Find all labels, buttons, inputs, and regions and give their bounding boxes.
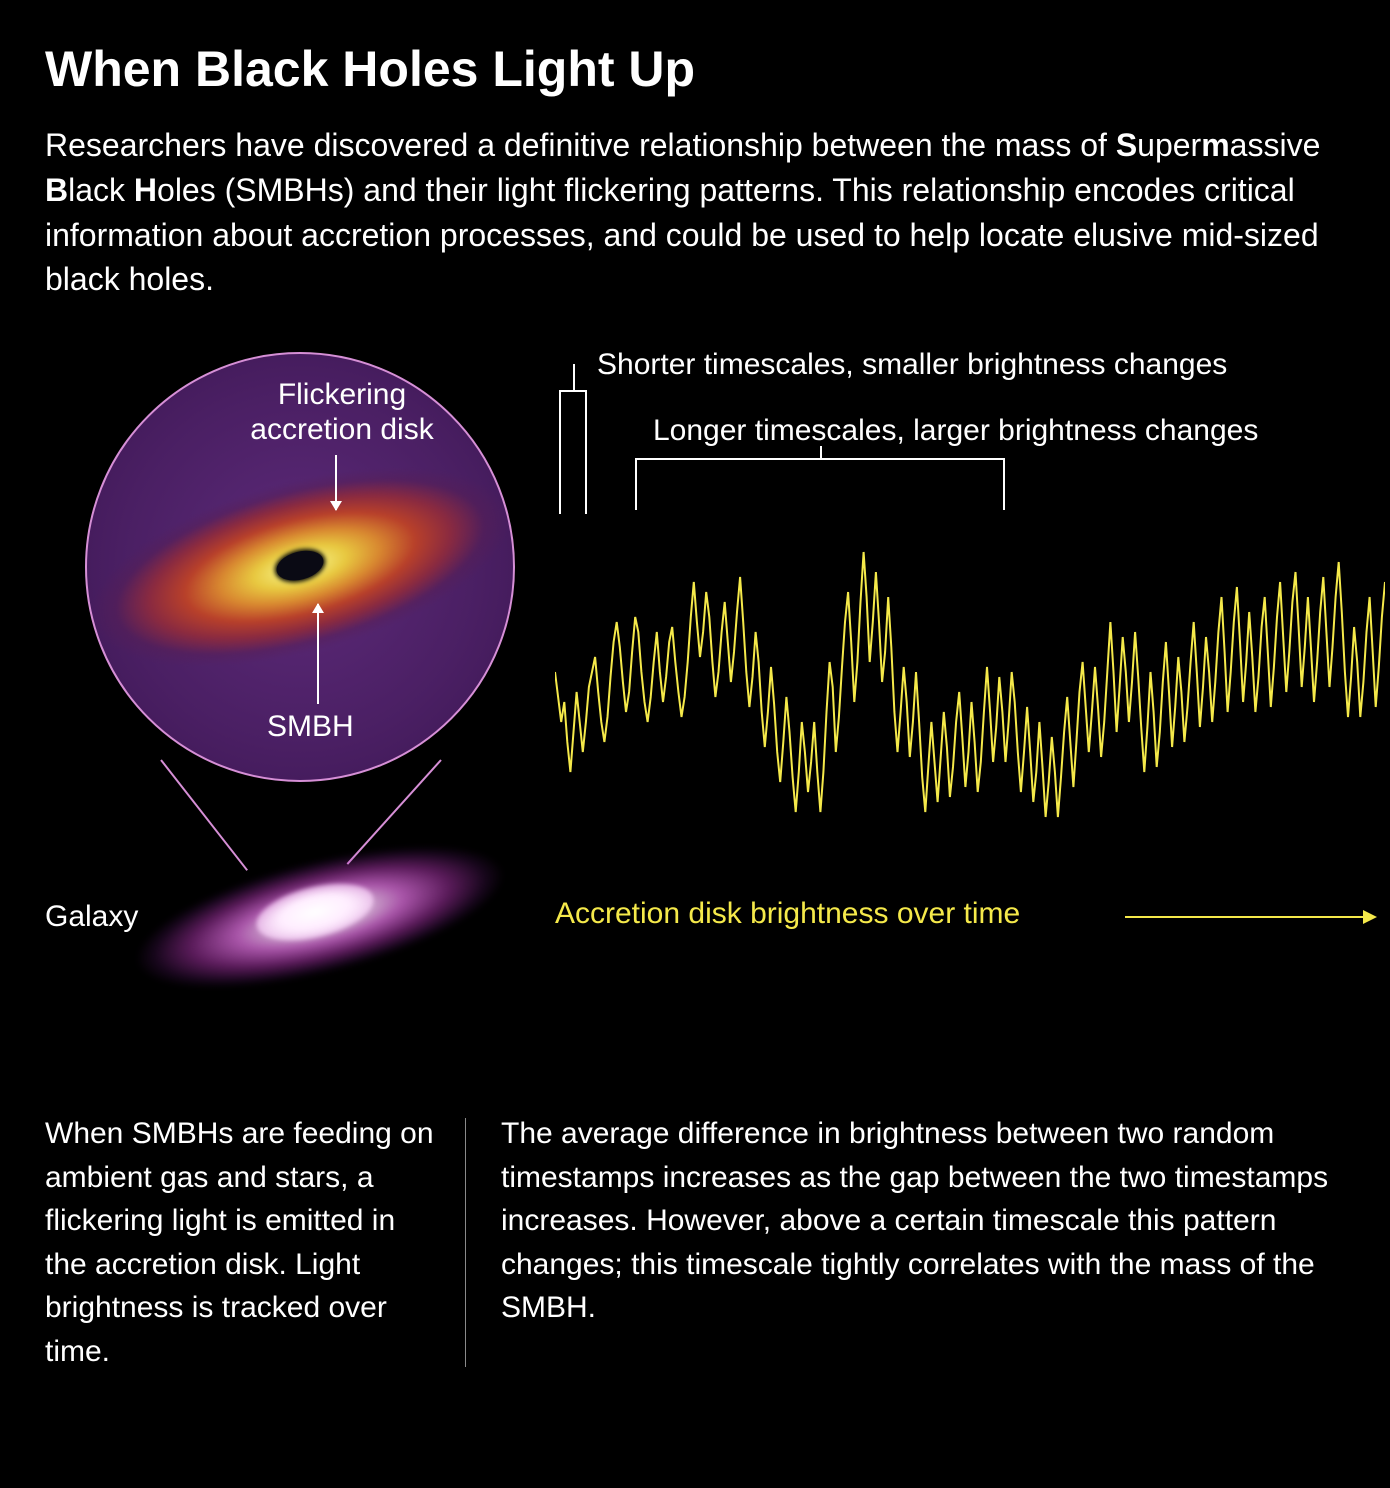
bottom-paragraph-left: When SMBHs are feeding on ambient gas an… bbox=[45, 1112, 465, 1373]
smbh-label: SMBH bbox=[267, 710, 354, 745]
bottom-columns: When SMBHs are feeding on ambient gas an… bbox=[45, 1112, 1345, 1373]
galaxy-label: Galaxy bbox=[45, 900, 138, 934]
x-axis-label: Accretion disk brightness over time bbox=[555, 897, 1020, 931]
intro-paragraph: Researchers have discovered a definitive… bbox=[45, 123, 1345, 302]
annotation-long-timescale: Longer timescales, larger brightness cha… bbox=[653, 414, 1258, 448]
lightcurve-chart: Shorter timescales, smaller brightness c… bbox=[555, 342, 1385, 962]
flickering-disk-label: Flickering accretion disk bbox=[227, 378, 457, 447]
bottom-paragraph-right: The average difference in brightness bet… bbox=[466, 1112, 1345, 1373]
arrow-up-icon bbox=[317, 604, 319, 704]
arrow-down-icon bbox=[335, 455, 337, 510]
page-title: When Black Holes Light Up bbox=[45, 40, 1345, 98]
zoom-line-left bbox=[160, 760, 248, 872]
lightcurve-line bbox=[555, 552, 1385, 817]
main-visual: Flickering accretion disk SMBH Galaxy Sh… bbox=[45, 342, 1345, 1092]
axis-arrow-icon bbox=[1125, 916, 1375, 918]
annotation-short-timescale: Shorter timescales, smaller brightness c… bbox=[597, 348, 1227, 382]
accretion-disk-inset: Flickering accretion disk SMBH bbox=[85, 352, 515, 782]
lightcurve-svg bbox=[555, 492, 1385, 872]
